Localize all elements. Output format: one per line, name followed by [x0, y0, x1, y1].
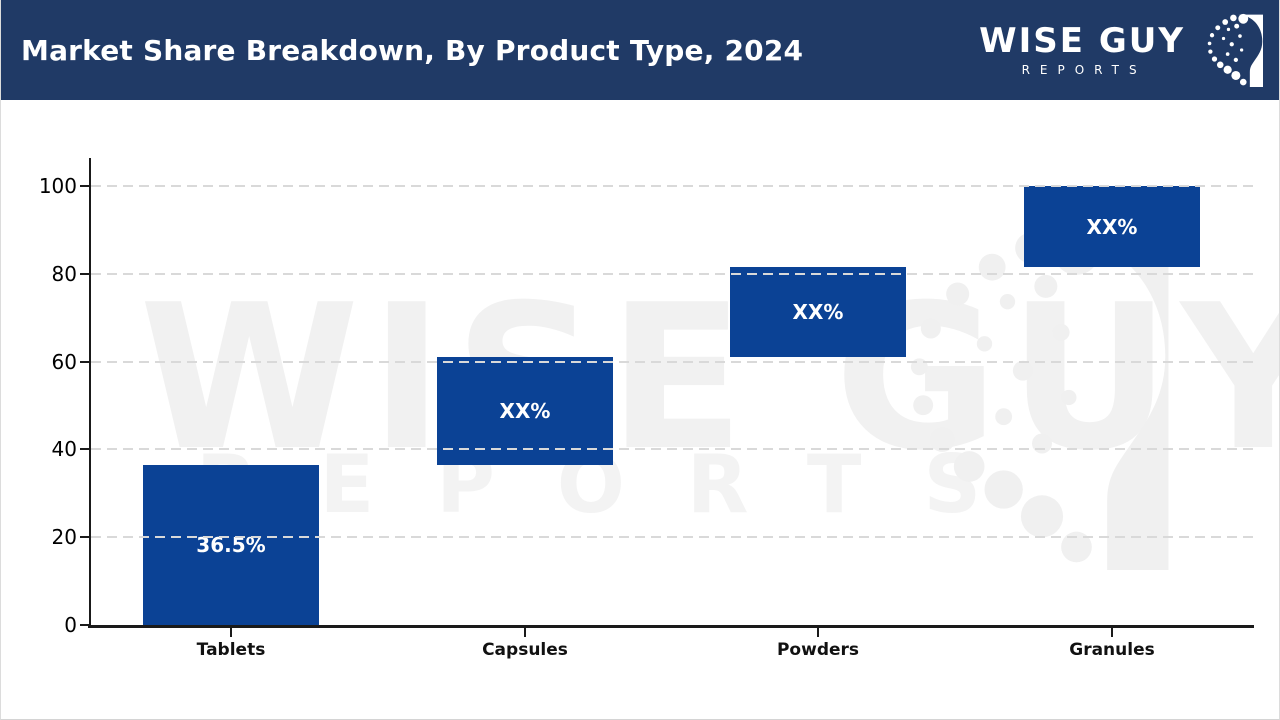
x-tick-mark	[230, 628, 232, 637]
y-axis-spine	[89, 158, 91, 627]
y-tick-label: 0	[64, 613, 77, 637]
x-category-label-powders: Powders	[776, 640, 860, 660]
y-tick-mark	[80, 185, 89, 187]
gridline-80	[91, 272, 1254, 275]
bar-value-label: XX%	[1086, 214, 1138, 239]
bar-granules: XX%	[1024, 186, 1200, 268]
y-tick-label: 60	[51, 349, 77, 374]
gridline-60	[91, 360, 1254, 363]
y-tick-mark	[80, 448, 89, 451]
y-tick-label: 20	[51, 525, 77, 550]
x-category-label-tablets: Tablets	[196, 640, 266, 660]
gridline-100	[91, 185, 1254, 187]
y-tick-label: 80	[51, 261, 77, 286]
brand-logo-text: WISE GUY REPORTS	[979, 24, 1185, 76]
x-tick-mark	[524, 628, 526, 637]
bar-tablets: 36.5%	[143, 464, 319, 625]
watermark-text-primary: WISE GUY	[139, 262, 1280, 495]
x-axis-spine	[88, 625, 1254, 628]
bar-capsules: XX%	[437, 357, 613, 465]
brand-logo: WISE GUY REPORTS	[979, 9, 1263, 91]
x-tick-mark	[817, 628, 819, 637]
y-tick-mark	[80, 624, 89, 626]
page-title: Market Share Breakdown, By Product Type,…	[21, 33, 804, 67]
header-band: Market Share Breakdown, By Product Type,…	[1, 0, 1279, 100]
bar-value-label: XX%	[792, 300, 844, 325]
brand-name: WISE GUY	[979, 21, 1185, 61]
y-tick-mark	[80, 360, 89, 363]
x-tick-mark	[1111, 628, 1113, 637]
x-category-label-capsules: Capsules	[482, 640, 568, 660]
bar-powders: XX%	[730, 267, 906, 358]
y-tick-mark	[80, 536, 89, 539]
gridline-20	[91, 536, 1254, 539]
y-tick-label: 100	[38, 174, 77, 198]
bar-value-label: XX%	[499, 398, 551, 423]
y-tick-label: 40	[51, 437, 77, 462]
y-tick-mark	[80, 272, 89, 275]
x-category-label-granules: Granules	[1069, 640, 1155, 660]
brand-subtitle: REPORTS	[1021, 63, 1147, 77]
gridline-40	[91, 448, 1254, 451]
dotted-head-icon	[1207, 13, 1263, 87]
